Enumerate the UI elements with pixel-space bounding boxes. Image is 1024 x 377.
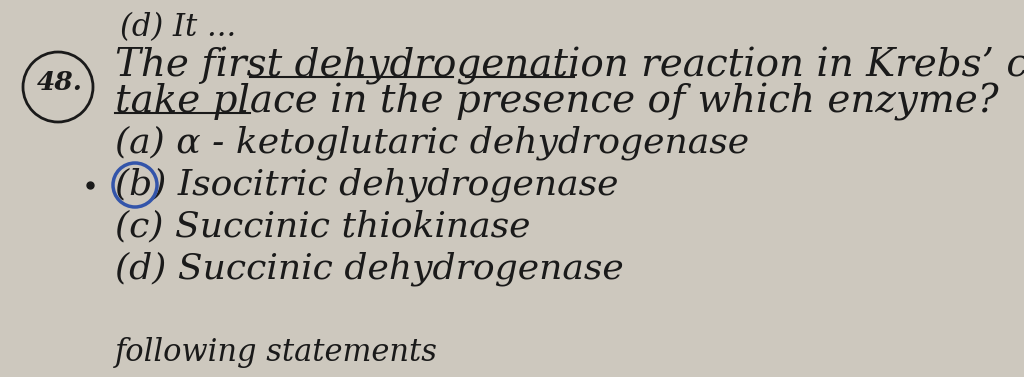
Text: (c) Succinic thiokinase: (c) Succinic thiokinase	[115, 209, 530, 243]
Text: take place in the presence of which enzyme?: take place in the presence of which enzy…	[115, 83, 998, 121]
Text: (b) Isocitric dehydrogenase: (b) Isocitric dehydrogenase	[115, 167, 618, 202]
Text: The first dehydrogenation reaction in Krebs’ cycle: The first dehydrogenation reaction in Kr…	[115, 47, 1024, 85]
Text: (a) α - ketoglutaric dehydrogenase: (a) α - ketoglutaric dehydrogenase	[115, 125, 750, 159]
Text: (d) It ...: (d) It ...	[120, 12, 237, 43]
Text: following statements: following statements	[115, 337, 438, 368]
Text: (d) Succinic dehydrogenase: (d) Succinic dehydrogenase	[115, 251, 624, 285]
Text: 48.: 48.	[37, 70, 83, 95]
